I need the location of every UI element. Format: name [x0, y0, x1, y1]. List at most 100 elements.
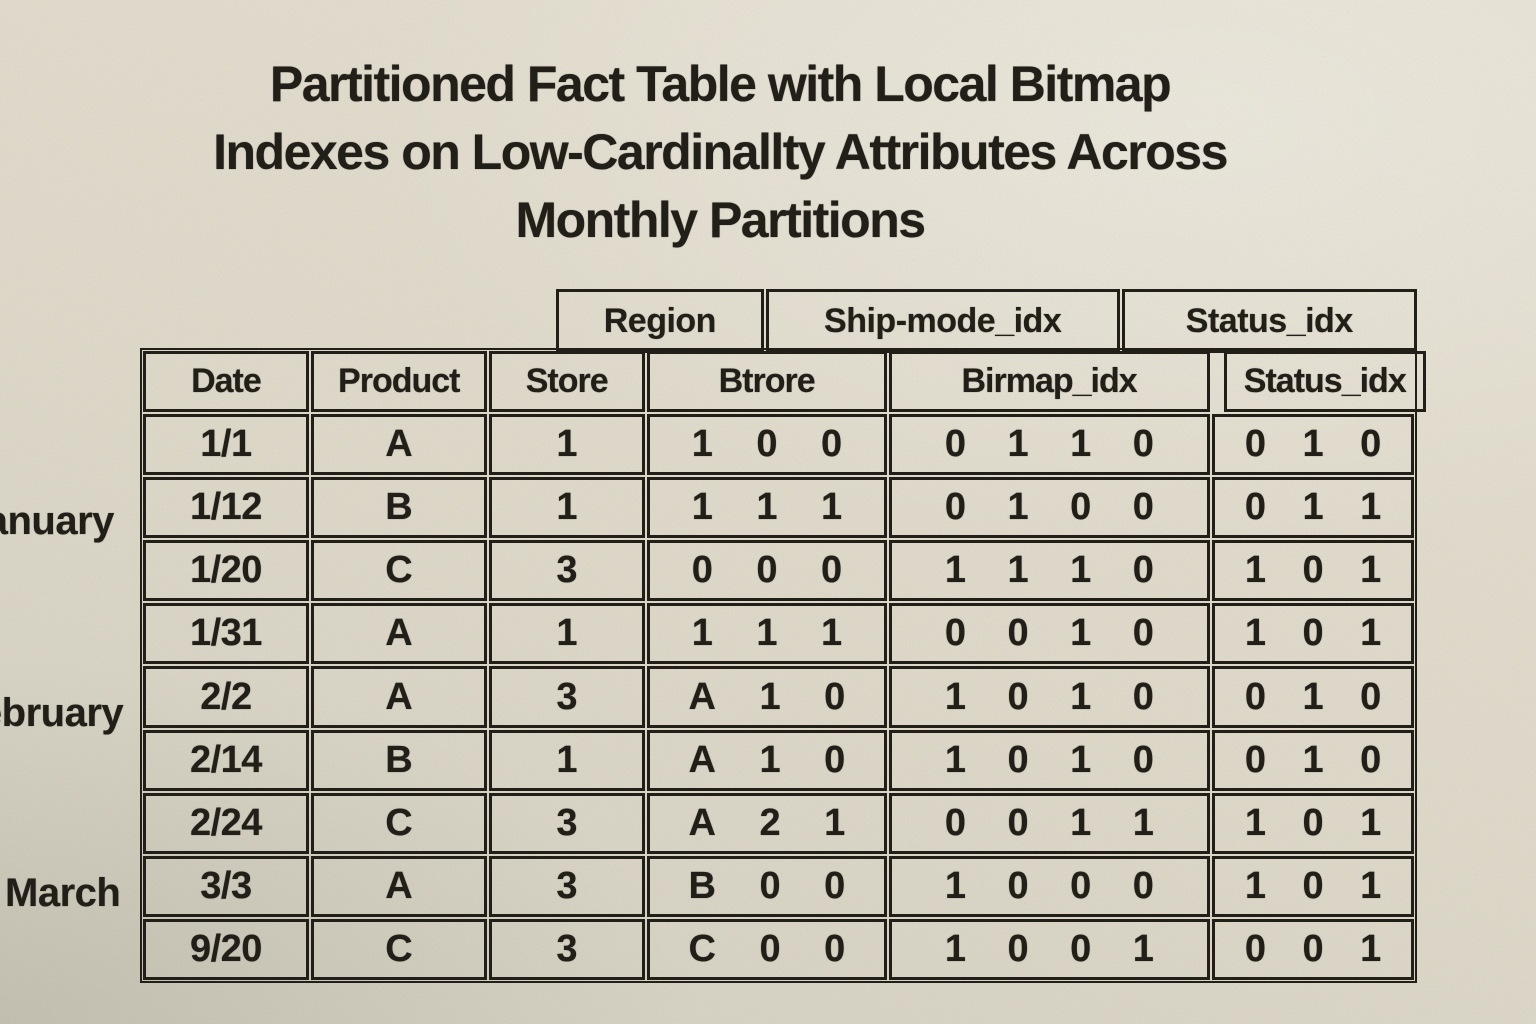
- index-header-ship-mode-idx: Ship-mode_idx: [765, 289, 1120, 353]
- bit: 1: [1360, 801, 1381, 844]
- bit: 1: [1007, 486, 1029, 529]
- bit: 0: [756, 549, 777, 592]
- bit: 1: [1244, 864, 1266, 907]
- bit: 0: [1007, 864, 1029, 907]
- index-header-row: Region Ship-mode_idx Status_idx: [556, 289, 1417, 353]
- cell-store: 1: [488, 414, 645, 476]
- cell-product: A: [310, 603, 487, 665]
- bit: 0: [1070, 864, 1091, 907]
- cell-product: A: [310, 855, 487, 917]
- bit: 1: [1070, 612, 1091, 655]
- cell-date: 2/14: [143, 729, 309, 791]
- bit: 0: [820, 549, 842, 592]
- bit: C: [688, 927, 716, 970]
- cell-product: B: [310, 729, 487, 791]
- bit: A: [688, 738, 716, 781]
- cell-product: C: [310, 918, 487, 980]
- bit: 1: [1302, 423, 1324, 466]
- bit: 1: [1070, 423, 1091, 466]
- bit: 1: [1360, 486, 1381, 529]
- bit: 1: [1244, 801, 1266, 844]
- bit: 0: [1360, 423, 1381, 466]
- bit: 1: [691, 612, 713, 655]
- bit: 1: [944, 738, 966, 781]
- bit: 0: [824, 738, 845, 781]
- bit: 1: [1360, 549, 1381, 592]
- cell-date: 9/20: [143, 918, 309, 980]
- cell-date: 1/1: [143, 414, 309, 476]
- bit: 0: [1007, 675, 1029, 718]
- cell-date: 2/2: [143, 666, 309, 728]
- bit: 0: [1132, 423, 1154, 466]
- bit: 0: [944, 801, 966, 844]
- bit: 1: [1070, 801, 1091, 844]
- bit: 0: [1007, 801, 1029, 844]
- bit: 0: [1302, 801, 1324, 844]
- bit: 0: [1132, 486, 1154, 529]
- bit: A: [688, 801, 716, 844]
- bit: 1: [944, 549, 966, 592]
- bit: 1: [1132, 801, 1154, 844]
- figure-title-line-2: Indexes on Low-Cardinallty Attributes Ac…: [213, 124, 1228, 180]
- index-header-status-idx: Status_idx: [1121, 289, 1417, 353]
- cell-store: 3: [488, 666, 645, 728]
- bit: 0: [1132, 549, 1154, 592]
- cell-store: 1: [488, 603, 645, 665]
- bit: 1: [759, 738, 781, 781]
- bit: 1: [1007, 549, 1029, 592]
- bit: B: [688, 864, 716, 907]
- bit: 1: [944, 927, 966, 970]
- bit: 0: [944, 612, 966, 655]
- bit: 0: [1302, 927, 1324, 970]
- bit: 0: [824, 864, 845, 907]
- bit: 0: [1007, 738, 1029, 781]
- cell-product: A: [310, 666, 487, 728]
- bit: 0: [824, 675, 845, 718]
- cell-product: C: [310, 540, 487, 602]
- bit: 0: [1132, 864, 1154, 907]
- bit: 1: [756, 486, 777, 529]
- index-header-region: Region: [556, 289, 764, 353]
- bit: 1: [824, 801, 845, 844]
- cell-store: 3: [488, 918, 645, 980]
- bit: 1: [1007, 423, 1029, 466]
- bit: 0: [1244, 486, 1266, 529]
- bit: 0: [691, 549, 713, 592]
- bit: 0: [1302, 549, 1324, 592]
- cell-date: 1/20: [143, 540, 309, 602]
- bit: 2: [759, 801, 781, 844]
- bit: 0: [1132, 612, 1154, 655]
- cell-store: 3: [488, 540, 645, 602]
- bit: 1: [1244, 612, 1266, 655]
- bit: 1: [691, 486, 713, 529]
